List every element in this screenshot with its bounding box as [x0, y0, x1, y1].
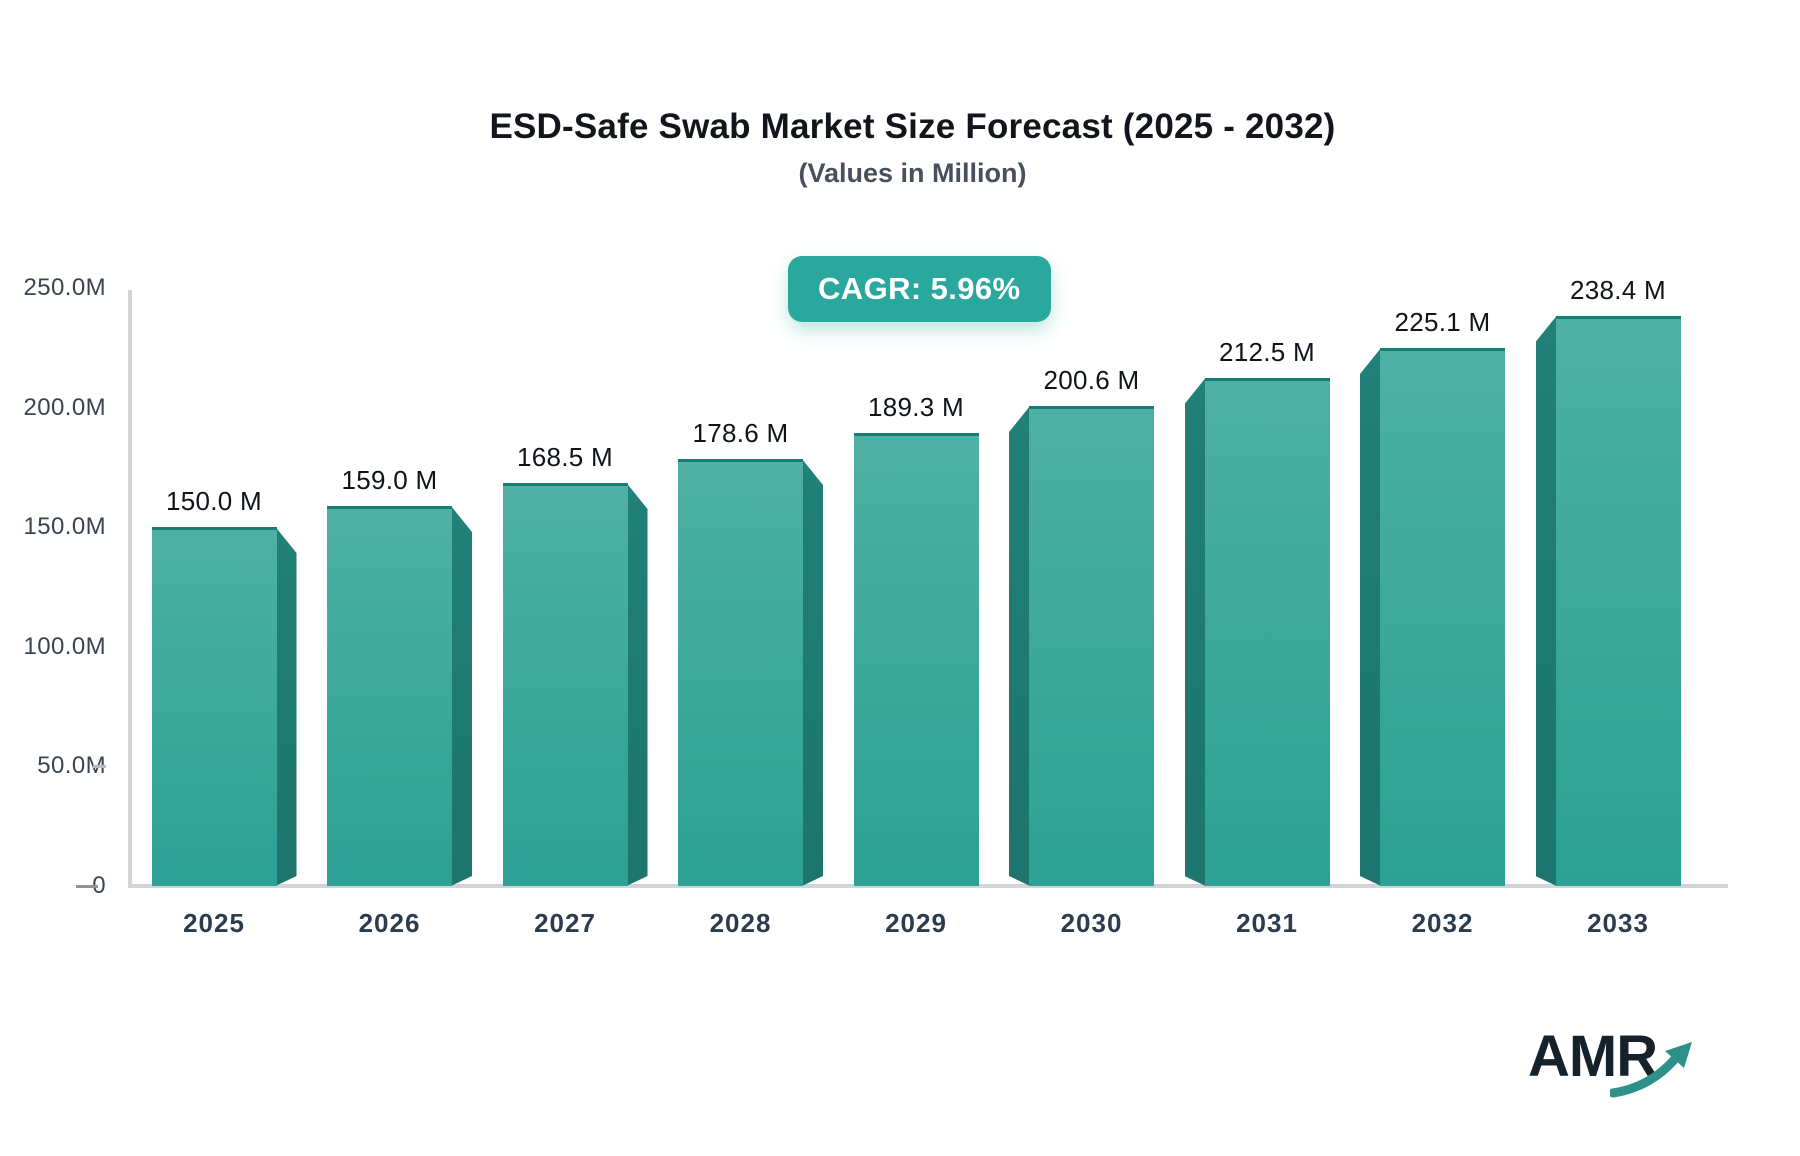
bar-value-label: 238.4 M — [1569, 275, 1667, 305]
bar-2028 — [678, 459, 803, 886]
bar-side-panel — [1536, 316, 1557, 886]
x-axis-label-2030: 2030 — [1060, 908, 1123, 938]
bar-2025 — [151, 527, 277, 886]
y-axis-tick-mark — [93, 765, 106, 768]
bar-side-panel — [451, 506, 472, 886]
bar-2029 — [853, 433, 979, 886]
bar-2027 — [502, 483, 628, 886]
page-title: ESD-Safe Swab Market Size Forecast (2025… — [489, 107, 1336, 146]
chart-subtitle: (Values in Million) — [798, 158, 1027, 188]
y-axis-tick-label: 150.0M — [23, 513, 106, 540]
amr-logo-text: AMR — [1528, 1024, 1658, 1089]
cagr-badge: CAGR: 5.96% — [788, 256, 1051, 322]
growth-arrow-icon — [1610, 1042, 1692, 1098]
bar-value-label: 225.1 M — [1394, 307, 1491, 337]
bar-value-label: 178.6 M — [692, 418, 789, 448]
bar-2030 — [1029, 406, 1154, 886]
bar-side-panel — [1360, 348, 1381, 886]
bar-value-label: 200.6 M — [1043, 365, 1140, 395]
y-axis-line — [128, 290, 132, 888]
bar-2032 — [1380, 348, 1505, 886]
bar-side-panel — [276, 527, 297, 886]
bar-value-label: 189.3 M — [867, 392, 965, 422]
bar-value-label: 168.5 M — [516, 442, 614, 472]
amr-logo: AMR — [1528, 1028, 1728, 1118]
bar-value-label: 150.0 M — [165, 486, 263, 516]
bar-2026 — [327, 506, 452, 886]
x-axis-label-2029: 2029 — [885, 908, 947, 938]
x-axis-line — [128, 884, 1728, 888]
y-axis-tick-label: 200.0M — [23, 394, 106, 421]
bar-value-label: 212.5 M — [1218, 337, 1316, 367]
y-axis-tick-label: 250.0M — [23, 274, 106, 301]
bar-2031 — [1204, 378, 1330, 886]
y-axis-tick-mark — [76, 885, 98, 888]
bar-2033 — [1555, 316, 1681, 886]
bar-side-panel — [1185, 378, 1206, 886]
y-axis-tick-label: 100.0M — [23, 633, 106, 660]
y-axis-tick-label: 50.0M — [37, 752, 106, 779]
x-axis-label-2027: 2027 — [534, 908, 596, 938]
bar-side-panel — [1009, 406, 1030, 886]
x-axis-label-2025: 2025 — [183, 908, 245, 938]
x-axis-label-2031: 2031 — [1236, 908, 1298, 938]
x-axis-label-2026: 2026 — [358, 908, 421, 938]
x-axis-label-2028: 2028 — [709, 908, 772, 938]
x-axis-label-2032: 2032 — [1411, 908, 1474, 938]
bar-side-panel — [627, 483, 648, 886]
bar-value-label: 159.0 M — [341, 465, 438, 495]
y-axis-tick-label: 0 — [92, 872, 106, 899]
x-axis-label-2033: 2033 — [1587, 908, 1649, 938]
bar-side-panel — [802, 459, 823, 886]
chart-header: ESD-Safe Swab Market Size Forecast (2025… — [25, 104, 1800, 192]
